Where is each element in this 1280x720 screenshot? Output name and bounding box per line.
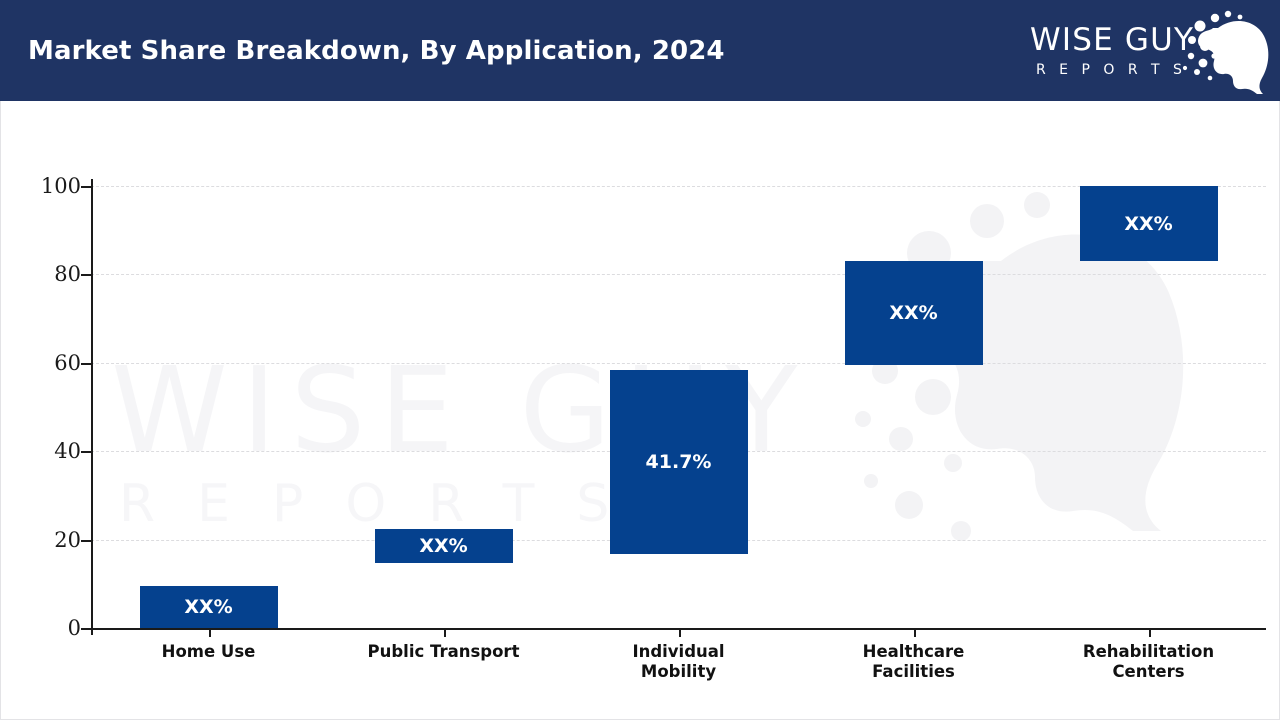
- x-axis-label-line: Healthcare: [862, 642, 965, 661]
- y-tick-mark: [81, 186, 91, 188]
- y-tick-label: 80: [54, 262, 81, 287]
- gridline: [91, 362, 1266, 364]
- bar-value-label: XX%: [1124, 212, 1173, 235]
- x-tick-mark: [443, 628, 446, 637]
- x-axis-label: Healthcare Facilities: [799, 642, 1029, 682]
- x-tick-mark: [208, 628, 211, 637]
- x-axis-label-line: Mobility: [640, 662, 717, 681]
- y-tick-label: 0: [67, 616, 81, 640]
- bar-value-label: 41.7%: [645, 451, 712, 474]
- y-tick-mark: [81, 628, 91, 630]
- x-tick-mark: [913, 628, 916, 637]
- x-tick-mark: [1148, 628, 1151, 637]
- bar-value-label: XX%: [184, 596, 233, 618]
- x-axis-label: Home Use: [161, 642, 256, 661]
- bar[interactable]: [374, 528, 513, 564]
- y-tick-label: 40: [54, 439, 81, 464]
- x-axis-label-line: Facilities: [872, 662, 955, 681]
- y-tick-label: 60: [54, 350, 81, 375]
- logo-wordmark-primary: WISE GUY: [1030, 22, 1194, 58]
- x-axis-label-line: Centers: [1112, 662, 1185, 681]
- bar[interactable]: [1079, 186, 1218, 262]
- page-title: Market Share Breakdown, By Application, …: [28, 35, 725, 66]
- x-axis-label-line: Rehabilitation: [1082, 642, 1215, 661]
- bar-value-label: XX%: [889, 302, 938, 325]
- y-tick-mark: [81, 274, 91, 277]
- y-axis-line: [91, 179, 93, 635]
- bar[interactable]: [844, 261, 983, 365]
- y-tick-label: 20: [54, 527, 81, 552]
- gridline: [91, 186, 1266, 187]
- logo-wordmark-secondary: R E P O R T S: [1036, 62, 1186, 78]
- y-tick-mark: [81, 362, 91, 365]
- x-tick-mark: [678, 628, 681, 637]
- wise-guy-reports-logo: WISE GUY R E P O R T S: [1030, 10, 1269, 94]
- chart-plot-area: 0 20 40 60 80 100 XX% XX% 41.7% XX% XX% Home Use P…: [1, 101, 1279, 719]
- x-axis-line: [91, 628, 1266, 630]
- page-header: Market Share Breakdown, By Application, …: [0, 0, 1280, 101]
- logo-head-icon: [1182, 10, 1269, 94]
- y-tick-label: 100: [40, 174, 81, 198]
- chart-content: WISE GUY REPORTS: [0, 101, 1280, 720]
- gridline: [91, 274, 1266, 276]
- bar-value-label: XX%: [419, 535, 468, 557]
- x-axis-label-line: Individual: [632, 642, 725, 661]
- bar[interactable]: [139, 586, 278, 628]
- y-tick-mark: [81, 539, 91, 542]
- x-axis-label: Rehabilitation Centers: [1034, 642, 1264, 682]
- y-tick-mark: [81, 451, 91, 454]
- x-axis-label: Public Transport: [367, 642, 520, 661]
- bar[interactable]: [609, 369, 748, 555]
- x-axis-label: Individual Mobility: [564, 642, 794, 682]
